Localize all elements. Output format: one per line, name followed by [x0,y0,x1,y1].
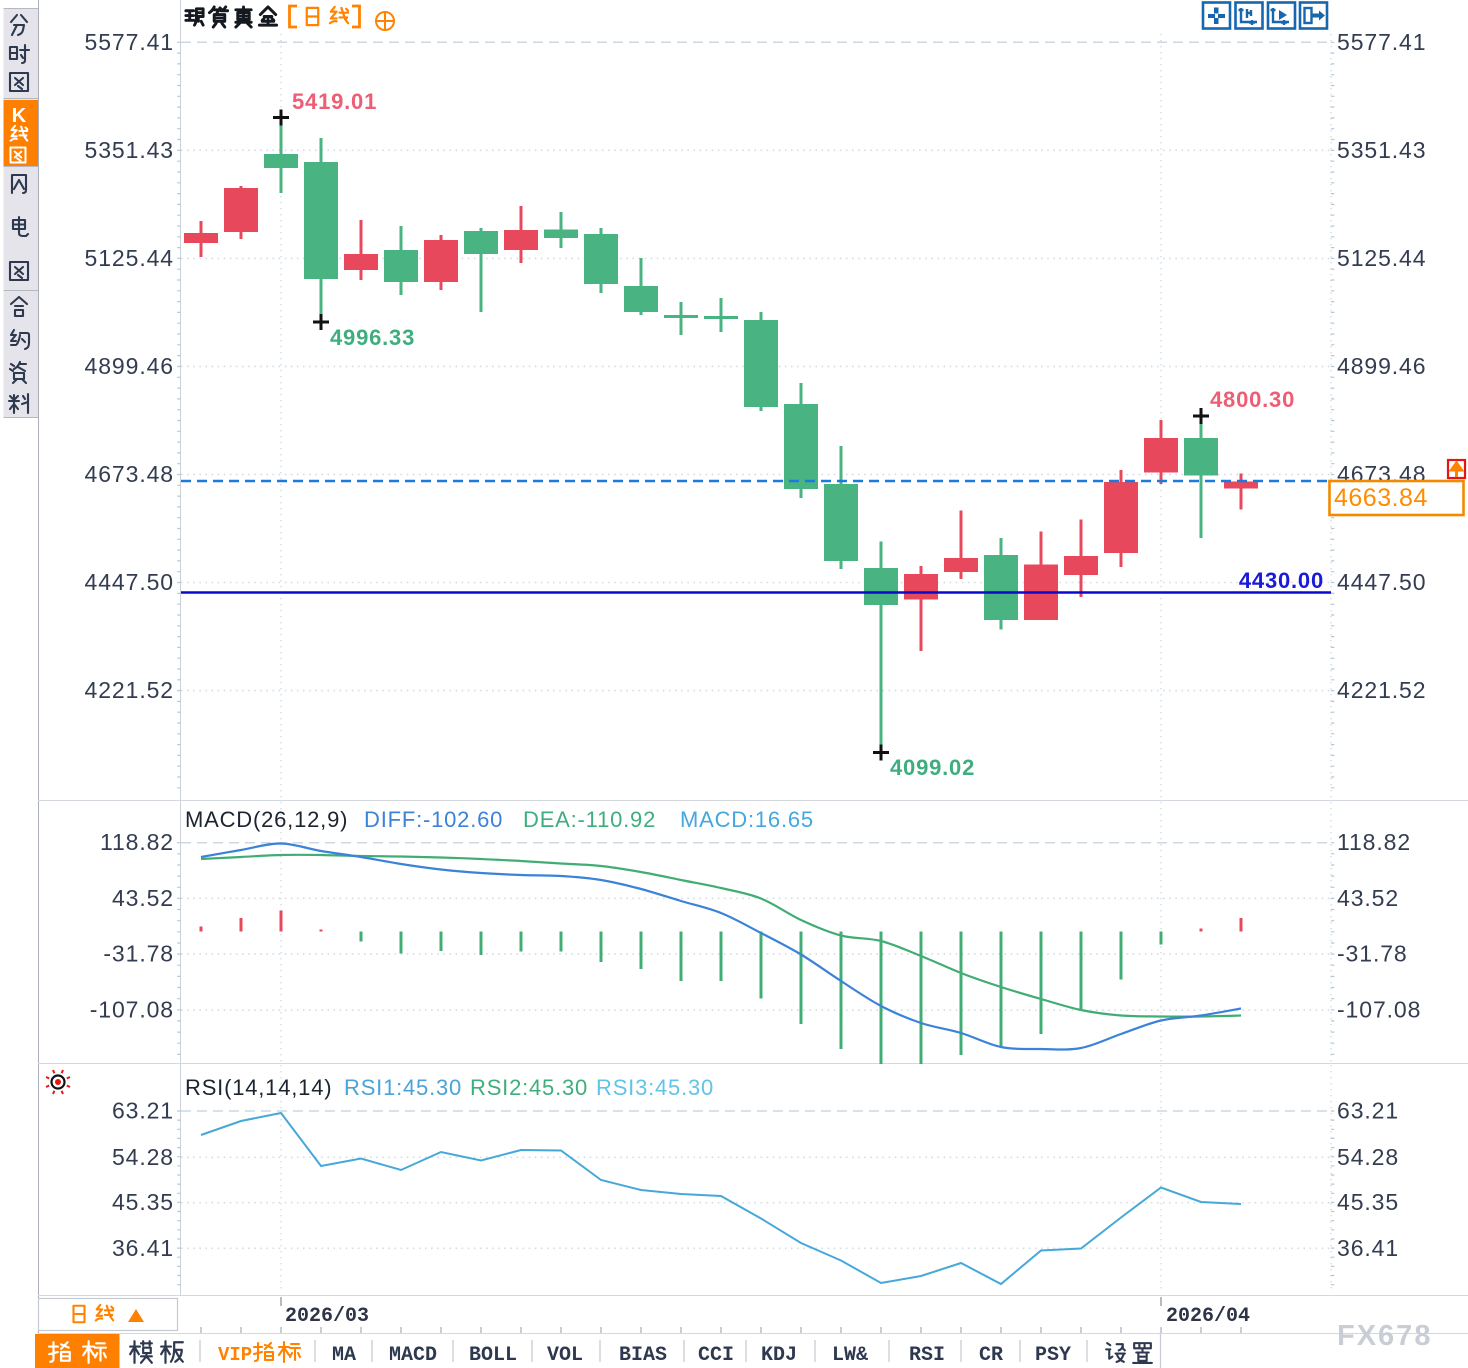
svg-text:45.35: 45.35 [112,1189,174,1215]
svg-text:PSY: PSY [1035,1344,1071,1367]
svg-text:45.35: 45.35 [1337,1189,1399,1215]
svg-text:RSI2:45.30: RSI2:45.30 [470,1075,588,1100]
svg-text:2026/04: 2026/04 [1166,1305,1250,1328]
svg-text:4673.48: 4673.48 [85,461,174,487]
svg-text:FX678: FX678 [1337,1320,1432,1352]
svg-text:RSI: RSI [909,1344,945,1367]
svg-text:RSI1:45.30: RSI1:45.30 [344,1075,462,1100]
svg-text:K: K [12,105,27,127]
svg-text:-107.08: -107.08 [90,997,174,1023]
svg-text:5577.41: 5577.41 [1337,29,1426,55]
svg-text:RSI(14,14,14): RSI(14,14,14) [185,1075,332,1100]
svg-text:63.21: 63.21 [112,1098,174,1124]
svg-text:43.52: 43.52 [1337,885,1399,911]
svg-text:CR: CR [979,1344,1003,1367]
svg-text:5351.43: 5351.43 [1337,137,1426,163]
svg-text:118.82: 118.82 [100,829,174,855]
svg-text:36.41: 36.41 [112,1235,174,1261]
svg-text:5125.44: 5125.44 [1337,245,1426,271]
svg-text:5125.44: 5125.44 [85,245,174,271]
svg-text:MA: MA [332,1344,356,1367]
svg-text:MACD: MACD [389,1344,437,1367]
svg-text:DEA:-110.92: DEA:-110.92 [523,807,656,832]
svg-text:4430.00: 4430.00 [1239,568,1324,593]
svg-text:4221.52: 4221.52 [85,677,174,703]
svg-text:5577.41: 5577.41 [85,29,174,55]
svg-text:5419.01: 5419.01 [292,89,377,114]
svg-text:63.21: 63.21 [1337,1098,1399,1124]
svg-text:4221.52: 4221.52 [1337,677,1426,703]
svg-text:5351.43: 5351.43 [85,137,174,163]
svg-text:VOL: VOL [547,1344,583,1367]
svg-text:4663.84: 4663.84 [1334,484,1428,512]
svg-text:RSI3:45.30: RSI3:45.30 [596,1075,714,1100]
svg-text:LW&: LW& [832,1344,868,1367]
svg-text:-31.78: -31.78 [103,940,174,966]
svg-text:BIAS: BIAS [619,1344,667,1367]
svg-text:-107.08: -107.08 [1337,997,1421,1023]
svg-text:4447.50: 4447.50 [85,569,174,595]
svg-text:-31.78: -31.78 [1337,940,1408,966]
svg-text:43.52: 43.52 [112,885,174,911]
svg-text:4800.30: 4800.30 [1210,387,1295,412]
svg-text:4447.50: 4447.50 [1337,569,1426,595]
svg-text:4899.46: 4899.46 [85,353,174,379]
svg-text:54.28: 54.28 [1337,1144,1399,1170]
svg-text:4099.02: 4099.02 [890,755,975,780]
svg-text:36.41: 36.41 [1337,1235,1399,1261]
svg-text:4996.33: 4996.33 [330,325,415,350]
svg-text:VIP: VIP [218,1344,252,1366]
svg-text:BOLL: BOLL [469,1344,517,1367]
svg-text:118.82: 118.82 [1337,829,1411,855]
svg-text:MACD(26,12,9): MACD(26,12,9) [185,807,348,832]
svg-text:MACD:16.65: MACD:16.65 [680,807,814,832]
svg-text:2026/03: 2026/03 [285,1305,369,1328]
svg-text:54.28: 54.28 [112,1144,174,1170]
svg-text:KDJ: KDJ [761,1344,797,1367]
svg-text:4899.46: 4899.46 [1337,353,1426,379]
svg-text:CCI: CCI [698,1344,734,1367]
svg-text:DIFF:-102.60: DIFF:-102.60 [364,807,503,832]
